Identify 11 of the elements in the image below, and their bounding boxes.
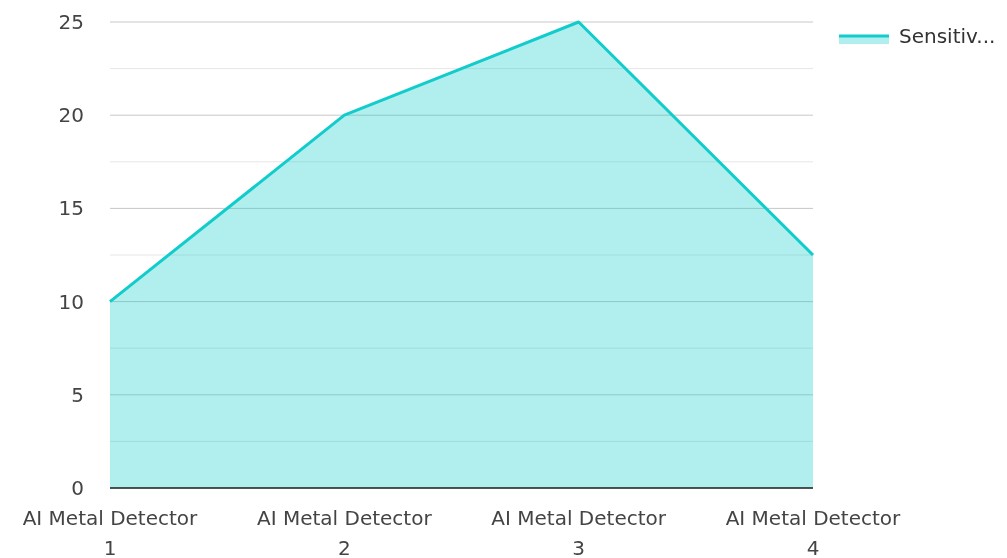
y-tick-label: 0	[71, 476, 84, 500]
y-tick-label: 20	[58, 103, 84, 128]
x-tick-label: AI Metal Detector 2	[257, 506, 433, 558]
x-tick-label: AI Metal Detector 3	[491, 506, 667, 558]
y-tick-label: 25	[58, 10, 84, 34]
y-tick-label: 15	[58, 196, 84, 221]
y-tick-label: 10	[58, 289, 84, 314]
x-tick-label: AI Metal Detector 1	[22, 506, 199, 558]
y-tick-label: 5	[71, 382, 84, 407]
legend-label: Sensitiv...	[899, 24, 996, 48]
x-tick-label: AI Metal Detector 4	[725, 506, 902, 558]
